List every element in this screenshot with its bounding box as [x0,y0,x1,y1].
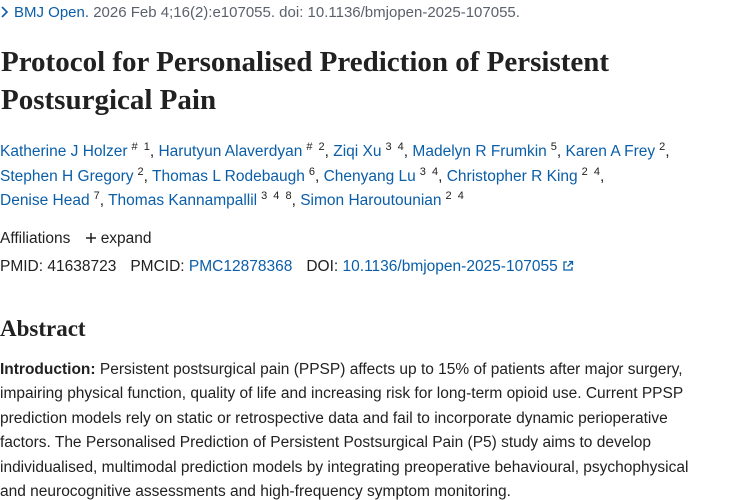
abstract-line: impairing physical function, quality of … [0,382,688,406]
author-name[interactable]: Chenyang Lu [323,167,416,185]
pmid-label: PMID: [0,258,44,275]
separator: , [99,192,105,209]
author-affiliation-marks: 3 4 8 [261,190,292,202]
chevron-icon [1,6,9,18]
author-list: Katherine J Holzer # 1, Harutyun Alaverdy… [0,140,670,214]
author-affiliation-marks: 3 4 [419,165,439,178]
author-name[interactable]: Ziqi Xu [333,143,382,160]
expand-label: expand [100,230,152,247]
doi-label: DOI: [306,258,339,275]
title-line: Postsurgical Pain [1,84,217,116]
pmid: 41638723 [47,258,117,275]
author-affiliation-marks: 3 4 [385,141,404,153]
author-name[interactable]: Karen A Frey [565,143,656,160]
abstract-section-label: Introduction: [0,361,96,378]
separator: , [403,143,409,160]
author-line: Katherine J Holzer # 1, Harutyun Alaverdy… [0,140,670,165]
author-affiliation-marks: # 2 [306,141,325,153]
title-line: Protocol for Personalised Prediction of … [1,46,610,78]
author-affiliation-marks: # 1 [131,141,150,153]
pmcid-link[interactable]: PMC12878368 [188,258,293,275]
author-affiliation-marks: 7 [93,190,100,202]
author-name[interactable]: Stephen H Gregory [0,167,134,185]
author-name[interactable]: Thomas L Rodebaugh [152,167,305,185]
author-affiliation-marks: 6 [308,165,315,178]
separator: , [291,192,296,209]
separator: , [143,167,148,185]
separator: , [314,167,320,185]
abstract-line: prediction models rely on static or retr… [0,407,688,431]
author-name[interactable]: Thomas Kannampallil [108,192,258,209]
abstract-line: and neurocognitive assessments and high-… [0,480,688,500]
abstract-line-text: factors. The Personalised Prediction of … [0,434,652,452]
expand-toggle[interactable]: expand [85,230,152,247]
citation-details: 2026 Feb 4;16(2):e107055. doi: 10.1136/b… [93,4,520,21]
affiliations-label: Affiliations [0,230,71,247]
abstract-line: Introduction: Persistent postsurgical pa… [0,358,688,382]
author-name[interactable]: Madelyn R Frumkin [412,143,547,160]
plus-icon [85,233,96,243]
abstract-line: individualised, multimodal prediction mo… [0,456,688,480]
doi-link[interactable]: 10.1136/bmjopen-2025-107055 [342,258,558,275]
abstract-line-text: Persistent postsurgical pain (PPSP) affe… [99,361,683,378]
author-name[interactable]: Katherine J Holzer [0,143,128,160]
external-link-icon [563,260,573,271]
author-name[interactable]: Simon Haroutounian [300,192,442,209]
abstract-line-text: and neurocognitive assessments and high-… [0,483,511,500]
abstract-line: factors. The Personalised Prediction of … [0,431,688,455]
author-affiliation-marks: 2 4 [445,190,464,202]
pmcid-label: PMCID: [130,258,185,275]
abstract-line-text: impairing physical function, quality of … [0,385,684,403]
author-line: Stephen H Gregory 2, Thomas L Rodebaugh 6,… [0,165,670,190]
author-name[interactable]: Harutyun Alaverdyan [158,143,303,160]
abstract-line-text: individualised, multimodal prediction mo… [0,458,689,476]
citation: BMJ Open. 2026 Feb 4;16(2):e107055. doi:… [0,4,520,21]
separator: , [438,167,443,185]
author-line: Denise Head 7, Thomas Kannampallil 3 4 8, … [0,189,670,214]
separator: , [665,143,670,160]
journal-link[interactable]: BMJ Open. [14,4,90,21]
author-affiliation-marks: 2 [659,141,666,153]
separator: , [149,143,155,160]
separator: , [599,167,605,185]
author-affiliation-marks: 5 [550,141,557,153]
article-title: Protocol for Personalised Prediction of … [1,43,609,119]
identifiers: PMID: 41638723 PMCID: PMC12878368 DOI: 10.… [0,258,574,276]
affiliations: Affiliations expand [0,230,152,248]
abstract-text: Introduction: Persistent postsurgical pa… [0,358,688,500]
separator: , [556,143,562,160]
author-name[interactable]: Denise Head [0,192,90,209]
author-name[interactable]: Christopher R King [446,167,578,185]
abstract-heading: Abstract [0,316,86,341]
author-affiliation-marks: 2 4 [581,165,600,178]
abstract-line-text: prediction models rely on static or retr… [0,409,668,427]
author-affiliation-marks: 2 [137,165,144,178]
separator: , [324,143,329,160]
